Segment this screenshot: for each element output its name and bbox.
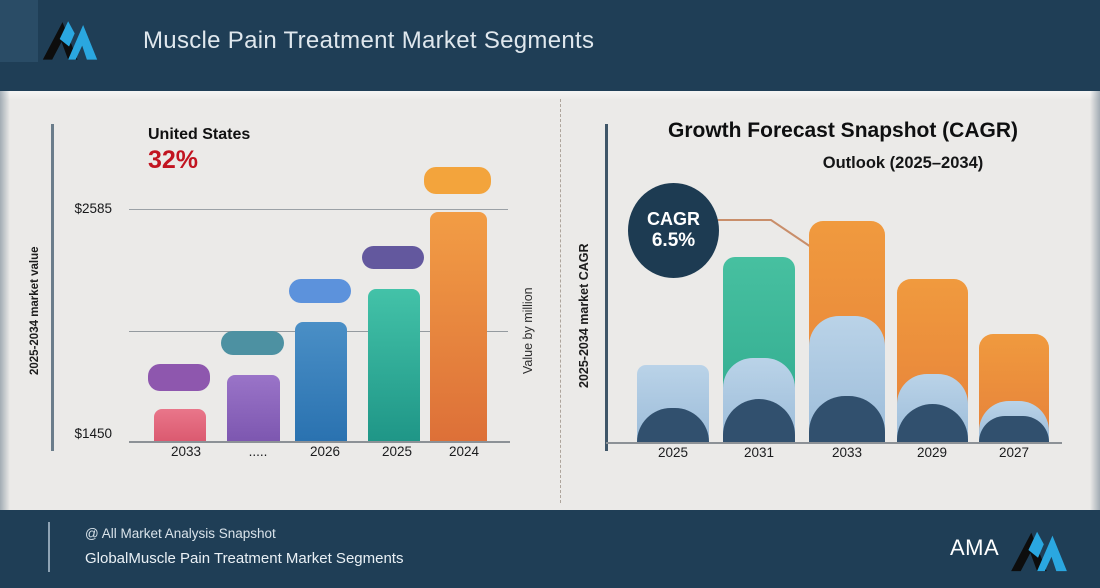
ama-mountain-logo-icon	[42, 21, 98, 60]
left-cap-2025	[362, 246, 424, 269]
left-xlabel-2025: 2025	[381, 444, 413, 459]
left-xlabel-dots: .....	[248, 444, 268, 459]
left-bar-2025	[368, 289, 420, 441]
right-xlabel-2031: 2031	[743, 445, 775, 460]
right-xlabel-2033: 2033	[831, 445, 863, 460]
left-cap-2024	[424, 167, 491, 194]
left-tick-bottom: $1450	[74, 426, 112, 441]
footer-attribution: @ All Market Analysis Snapshot	[85, 526, 276, 541]
left-x-axis-line	[129, 441, 510, 443]
right-bar-2027-base-segment	[979, 416, 1049, 442]
right-xlabel-2029: 2029	[916, 445, 948, 460]
right-x-axis-line	[606, 442, 1062, 444]
footer-divider-line	[48, 522, 50, 572]
left-cap-2033	[148, 364, 210, 391]
left-bar-2024	[430, 212, 487, 441]
cagr-axis-label: 2025-2034 market CAGR	[577, 243, 591, 389]
right-bar-2033-base-segment	[809, 396, 885, 442]
left-bar-2033	[154, 409, 206, 441]
left-xlabel-2026: 2026	[309, 444, 341, 459]
left-tick-top: $2585	[74, 201, 112, 216]
right-chart-title: Growth Forecast Snapshot (CAGR)	[667, 119, 1019, 142]
left-bar-2026	[295, 322, 347, 441]
left-cap-dots	[221, 331, 284, 355]
gridline-2585	[129, 209, 508, 210]
right-xlabel-2027: 2027	[998, 445, 1030, 460]
content-area: 2025-2034 market value United States 32%…	[0, 91, 1100, 510]
right-chart-subtitle: Outlook (2025–2034)	[822, 154, 984, 172]
left-chart-highlight-percent: 32%	[148, 146, 199, 174]
right-xlabel-2025: 2025	[657, 445, 689, 460]
footer: @ All Market Analysis Snapshot GlobalMus…	[0, 510, 1100, 588]
right-y-axis-line	[605, 124, 608, 451]
page-title: Muscle Pain Treatment Market Segments	[143, 27, 595, 54]
left-xlabel-2024: 2024	[448, 444, 480, 459]
value-by-million-label: Value by million	[521, 287, 535, 375]
footer-ama-mountain-logo-icon	[1011, 531, 1067, 572]
left-bar-dots	[227, 375, 280, 441]
cagr-badge: CAGR 6.5%	[628, 183, 719, 278]
left-y-axis-line	[51, 124, 54, 451]
footer-report-title: GlobalMuscle Pain Treatment Market Segme…	[85, 550, 404, 567]
header-corner-accent	[0, 0, 38, 62]
footer-brand-text: AMA	[950, 535, 1000, 560]
cagr-badge-label: CAGR	[647, 209, 700, 230]
left-xlabel-2033: 2033	[170, 444, 202, 459]
cagr-badge-value: 6.5%	[651, 229, 696, 251]
header: Muscle Pain Treatment Market Segments	[0, 0, 1100, 91]
left-chart-region-label: United States	[148, 126, 251, 143]
left-cap-2026	[289, 279, 351, 303]
panel-divider	[560, 99, 561, 503]
left-y-axis-label: 2025-2034 market value	[29, 246, 41, 376]
